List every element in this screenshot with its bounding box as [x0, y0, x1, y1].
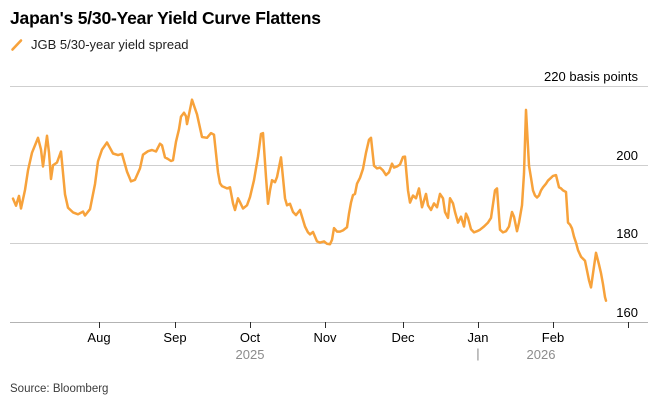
legend-line-marker-icon: [11, 38, 23, 51]
x-tick-Sep: [175, 321, 176, 328]
x-label-Oct: Oct: [239, 329, 261, 345]
x-label-Sep: Sep: [163, 329, 187, 345]
legend-label: JGB 5/30-year yield spread: [31, 37, 189, 52]
y-axis-label-220: 220 basis points: [544, 69, 638, 84]
x-tick-Nov: [325, 321, 326, 328]
year-divider: |: [476, 345, 480, 361]
legend: JGB 5/30-year yield spread: [10, 37, 189, 52]
x-tick-end: [628, 321, 629, 328]
year-label-2025: 2025: [235, 346, 265, 362]
x-label-Feb: Feb: [541, 329, 565, 345]
x-label-Aug: Aug: [87, 329, 111, 345]
gridline-200: [10, 164, 648, 166]
x-tick-Oct: [250, 321, 251, 328]
x-tick-Feb: [553, 321, 554, 328]
gridline-220: [10, 86, 648, 87]
chart-title: Japan's 5/30-Year Yield Curve Flattens: [10, 8, 321, 28]
year-label-2026: 2026: [526, 346, 556, 362]
gridline-160: [10, 321, 648, 323]
series-line-jgb-spread: [11, 98, 608, 302]
x-label-Dec: Dec: [391, 329, 415, 345]
x-tick-Dec: [403, 321, 404, 328]
x-label-Jan: Jan: [467, 329, 489, 345]
x-tick-Aug: [99, 321, 100, 328]
x-tick-Jan: [478, 321, 479, 328]
source-note: Source: Bloomberg: [10, 383, 109, 395]
y-axis-label-180: 180: [616, 226, 638, 241]
y-axis-label-200: 200: [616, 147, 638, 163]
x-label-Nov: Nov: [313, 329, 337, 345]
y-axis-label-160: 160: [616, 304, 638, 320]
